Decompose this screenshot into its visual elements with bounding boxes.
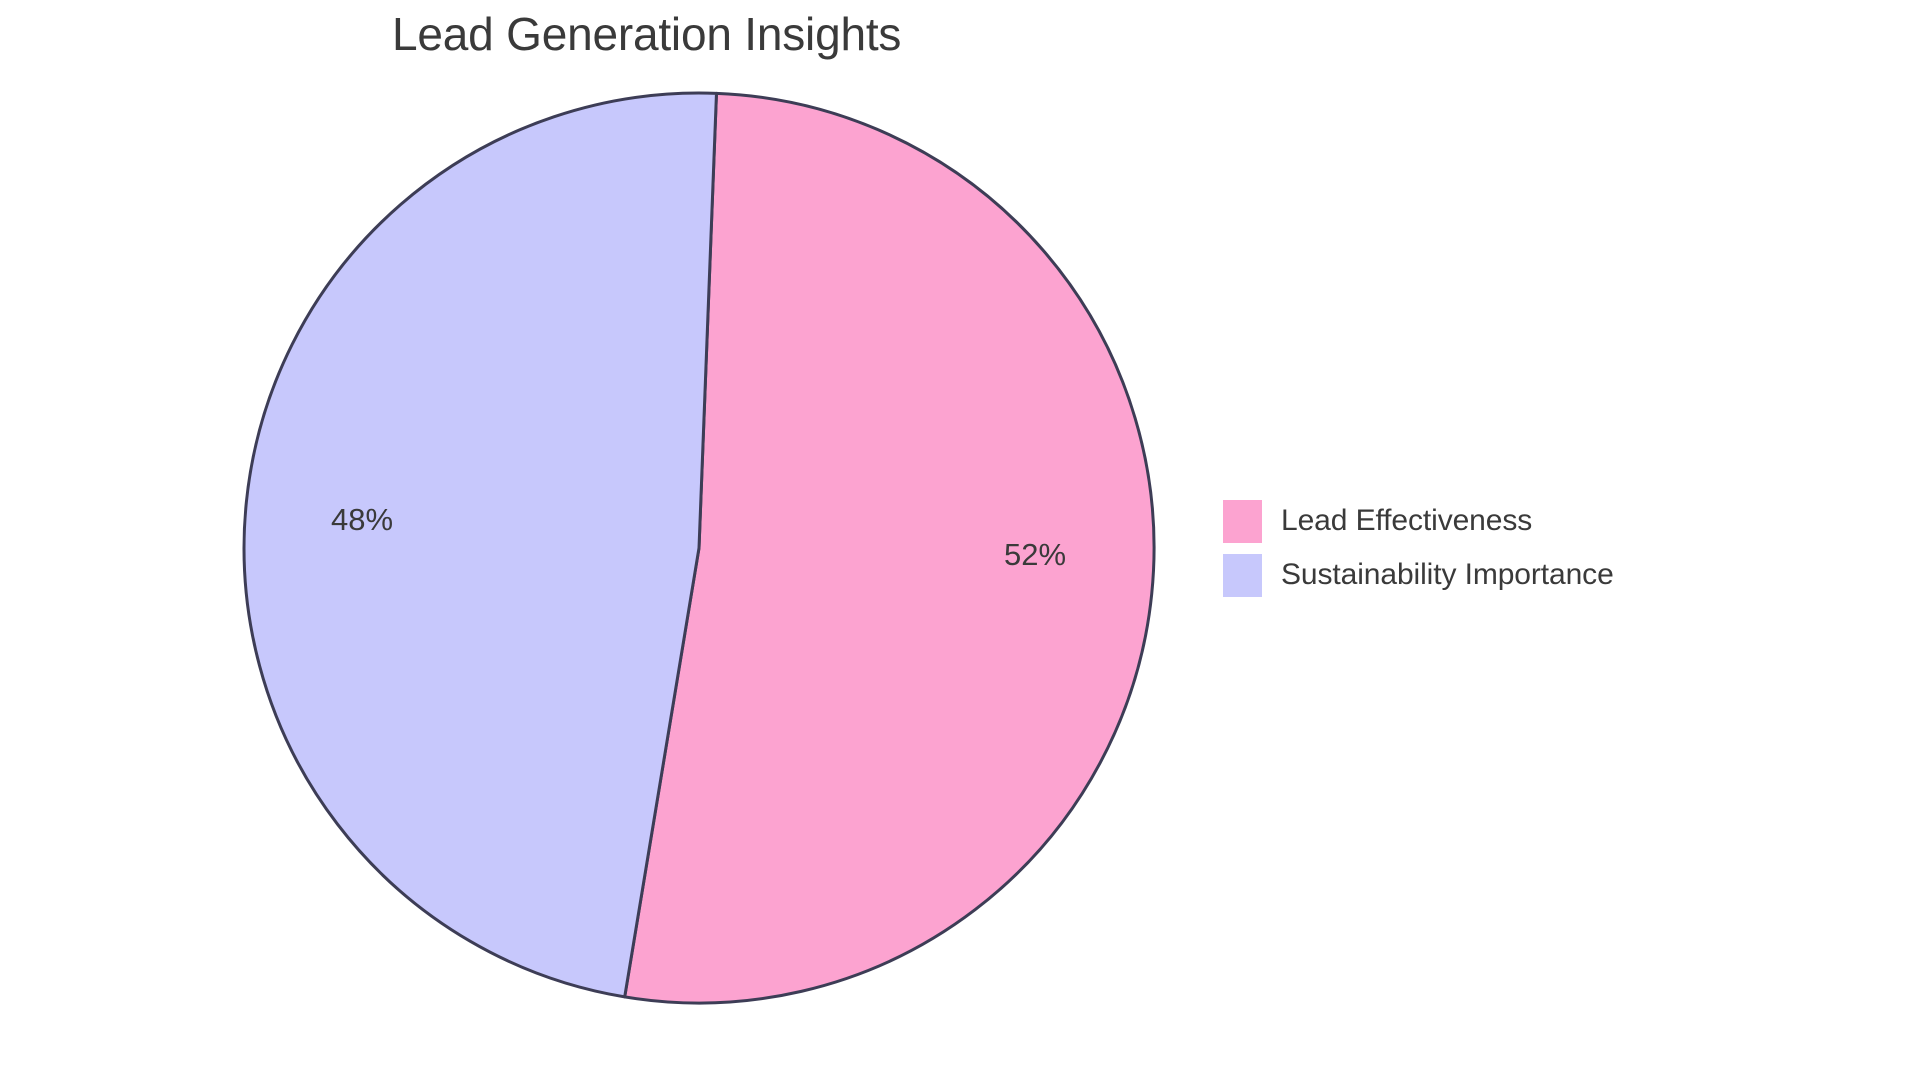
legend-swatch-icon	[1223, 499, 1262, 543]
legend: Lead Effectiveness Sustainability Import…	[1223, 494, 1614, 602]
pie-slice-value-label: 48%	[331, 502, 393, 537]
pie-slice[interactable]	[623, 91, 1156, 1005]
legend-item-label: Sustainability Importance	[1281, 558, 1614, 591]
legend-item[interactable]: Sustainability Importance	[1223, 548, 1614, 602]
legend-swatch-icon	[1223, 553, 1262, 597]
pie-slice[interactable]	[242, 91, 718, 999]
pie-slices	[242, 91, 1156, 1005]
pie-slice-labels: 52% 48%	[331, 502, 1066, 572]
legend-item-label: Lead Effectiveness	[1281, 504, 1533, 537]
legend-item[interactable]: Lead Effectiveness	[1223, 494, 1614, 548]
chart-title: Lead Generation Insights	[392, 8, 902, 60]
pie-slice-value-label: 52%	[1004, 537, 1066, 572]
